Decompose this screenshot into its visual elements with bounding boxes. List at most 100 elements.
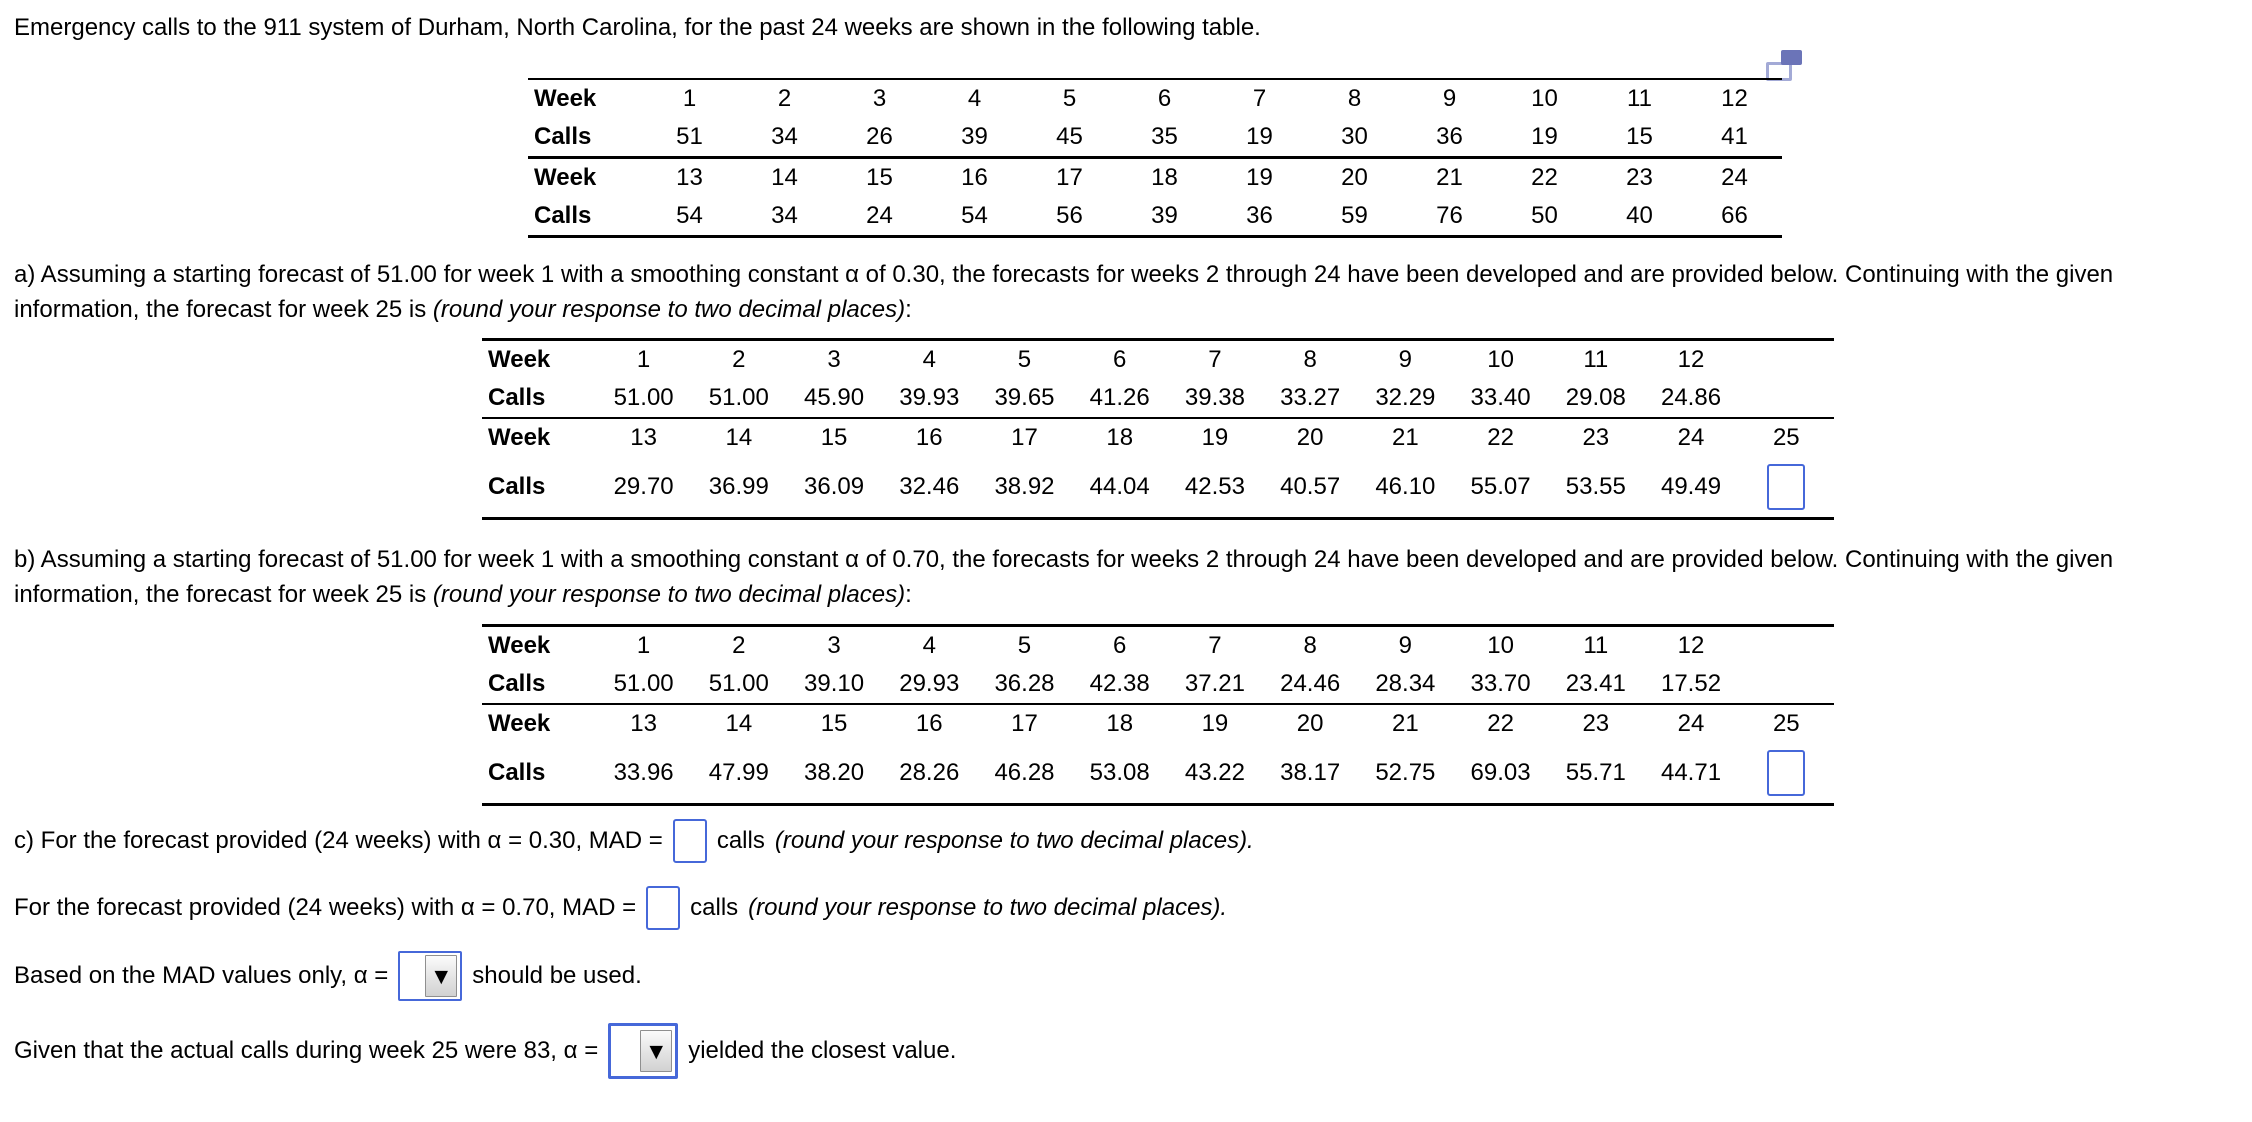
copy-table-icon[interactable] [1766, 50, 1802, 81]
question-intro-text: Emergency calls to the 911 system of Dur… [14, 14, 1261, 42]
table-cell: 38.20 [804, 759, 865, 786]
table-cell: 49.49 [1660, 473, 1722, 500]
caret-down-icon: ▼ [644, 1037, 668, 1064]
table-row: Calls 51.00 51.00 45.90 39.93 39.65 41.26 39.38… [482, 379, 1834, 418]
table-cell: 3 [827, 346, 841, 373]
table-cell: 28.34 [1375, 670, 1436, 697]
alpha-choice-suffix-label: should be used. [472, 962, 642, 989]
row-label: Calls [488, 759, 546, 786]
table-cell: 3 [872, 85, 887, 112]
question-intro-label: Emergency calls to the 911 system of Dur… [14, 14, 1261, 41]
table-cell-answer [1739, 457, 1834, 519]
table-cell: 13 [630, 424, 657, 451]
table-cell: 59 [1341, 202, 1368, 229]
dropdown-arrow-button[interactable]: ▼ [425, 955, 458, 997]
table-cell: 19 [1246, 123, 1273, 150]
table-cell: 37.21 [1184, 670, 1245, 697]
table-cell: 14 [725, 424, 753, 451]
table-cell: 52.75 [1375, 759, 1436, 786]
table-cell: 51 [676, 123, 703, 150]
table-cell: 1 [682, 85, 697, 112]
dropdown-arrow-button[interactable]: ▼ [640, 1030, 673, 1072]
table-cell: 1 [636, 346, 651, 373]
mad-alpha-070-rounding-note: (round your response to two decimal plac… [748, 894, 1228, 921]
table-cell: 13 [676, 164, 703, 191]
table-cell: 23.41 [1565, 670, 1626, 697]
table-cell: 66 [1721, 202, 1748, 229]
caret-down-icon: ▼ [429, 962, 453, 989]
table-cell: 46.28 [994, 759, 1055, 786]
table-cell: 36.28 [994, 670, 1055, 697]
table-cell: 20 [1341, 164, 1368, 191]
row-label: Week [488, 632, 551, 659]
table-cell: 22 [1487, 424, 1514, 451]
table-cell: 17 [1011, 424, 1038, 451]
table-row: Week 1 2 3 4 5 6 7 8 9 10 11 12 [482, 625, 1834, 666]
table-cell: 38.92 [994, 473, 1055, 500]
table-cell: 22 [1531, 164, 1558, 191]
part-b-suffix: : [905, 581, 912, 608]
table-cell: 16 [961, 164, 988, 191]
table-cell: 40 [1626, 202, 1653, 229]
table-cell: 9 [1442, 85, 1457, 112]
part-c-line1: c) For the forecast provided (24 weeks) … [14, 818, 1254, 864]
table-cell: 47.99 [708, 759, 769, 786]
table-cell: 39 [1151, 202, 1178, 229]
table-cell: 10 [1487, 632, 1514, 659]
table-cell: 24 [1677, 424, 1705, 451]
mad-alpha-070-units-label: calls [690, 894, 739, 921]
mad-alpha-070-input[interactable] [646, 886, 681, 930]
table-cell: 33.40 [1470, 384, 1531, 411]
table-row: Week 13 14 15 16 17 18 19 20 21 22 23 24 [528, 158, 1782, 198]
row-label: Week [488, 424, 551, 451]
table-cell: 15 [866, 164, 893, 191]
mad-alpha-030-input[interactable] [672, 819, 707, 863]
table-cell: 8 [1303, 346, 1317, 373]
week25-forecast-input[interactable] [1767, 464, 1806, 510]
table-cell: 54 [961, 202, 988, 229]
table-cell: 5 [1017, 632, 1032, 659]
table-cell: 39.38 [1184, 384, 1245, 411]
table-cell: 16 [915, 424, 943, 451]
table-cell: 32.46 [899, 473, 960, 500]
table-cell [1739, 665, 1834, 704]
table-row: Calls 33.96 47.99 38.20 28.26 46.28 53.08 43.22… [482, 743, 1834, 805]
alpha-choice-label: Based on the MAD values only, α = [14, 962, 389, 989]
mad-alpha-070-label: For the forecast provided (24 weeks) wit… [14, 894, 637, 921]
table-cell: 46.10 [1375, 473, 1436, 500]
table-cell: 28.26 [899, 759, 960, 786]
table-cell: 55.07 [1470, 473, 1531, 500]
table-cell: 36.99 [708, 473, 769, 500]
table-cell: 24 [1721, 164, 1748, 191]
alpha-choice-dropdown[interactable]: ▼ [398, 951, 463, 1001]
table-cell: 9 [1398, 632, 1413, 659]
row-label: Calls [488, 384, 546, 411]
table-cell: 45.90 [804, 384, 865, 411]
table-cell: 23 [1582, 424, 1610, 451]
table-cell: 32.29 [1375, 384, 1436, 411]
table-cell: 45 [1056, 123, 1083, 150]
table-cell: 55.71 [1565, 759, 1626, 786]
table-cell: 33.96 [613, 759, 674, 786]
week25-forecast-input[interactable] [1767, 750, 1806, 796]
table-cell: 13 [630, 710, 657, 737]
row-label: Calls [488, 670, 546, 697]
table-row: Calls 51.00 51.00 39.10 29.93 36.28 42.38 37.21… [482, 665, 1834, 704]
table-cell: 35 [1151, 123, 1178, 150]
table-cell: 40.57 [1280, 473, 1341, 500]
table-cell: 5 [1062, 85, 1077, 112]
table-cell: 30 [1341, 123, 1368, 150]
table-cell: 19 [1531, 123, 1558, 150]
row-label: Week [534, 85, 597, 112]
table-cell: 39.93 [899, 384, 960, 411]
table-cell: 29.93 [899, 670, 960, 697]
table-cell: 4 [922, 346, 936, 373]
table-cell: 6 [1157, 85, 1172, 112]
table-cell: 33.27 [1280, 384, 1341, 411]
table-cell: 22 [1487, 710, 1514, 737]
table-cell: 44.71 [1660, 759, 1722, 786]
table-cell: 34 [771, 123, 798, 150]
table-cell: 39 [961, 123, 988, 150]
table-cell [1739, 626, 1834, 666]
closest-value-dropdown[interactable]: ▼ [608, 1023, 679, 1079]
